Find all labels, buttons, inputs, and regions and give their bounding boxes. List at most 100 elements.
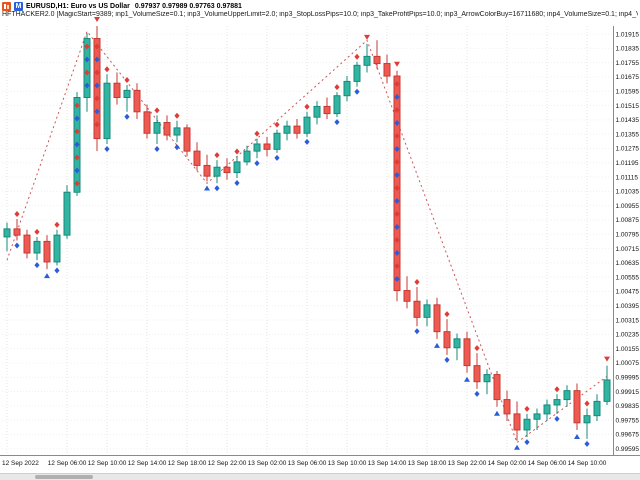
metatrader-m-icon[interactable]: M bbox=[14, 1, 23, 11]
candle-body bbox=[333, 95, 341, 115]
volume-ladder-diamond-icon bbox=[94, 56, 100, 63]
candle-body bbox=[263, 143, 271, 150]
candle-body bbox=[153, 122, 161, 134]
candle-body bbox=[543, 404, 551, 415]
time-axis-label: 14 Sep 02:00 bbox=[488, 460, 527, 467]
price-axis-label: 1.00795 bbox=[616, 232, 640, 239]
candle-body bbox=[303, 116, 311, 134]
time-axis-label: 13 Sep 22:00 bbox=[448, 460, 487, 467]
price-axis-label: 1.01195 bbox=[616, 160, 639, 167]
candle-body bbox=[563, 390, 571, 401]
buy-diamond-icon bbox=[414, 328, 420, 335]
sell-diamond-icon bbox=[104, 66, 110, 73]
time-axis-label: 13 Sep 10:00 bbox=[328, 460, 367, 467]
buy-arrow-icon bbox=[494, 410, 500, 416]
volume-ladder-diamond-icon bbox=[74, 167, 80, 174]
buy-diamond-icon bbox=[474, 390, 480, 397]
candle-body bbox=[503, 399, 511, 415]
price-axis[interactable]: 1.01915 1.01835 1.01755 1.01675 1.01595 1.015… bbox=[616, 31, 640, 453]
volume-ladder-diamond-icon bbox=[394, 198, 400, 205]
price-axis-label: 1.01275 bbox=[616, 146, 640, 153]
price-axis-label: 1.01675 bbox=[616, 74, 640, 81]
candle-body bbox=[393, 75, 401, 292]
volume-ladder-diamond-icon bbox=[94, 108, 100, 115]
buy-diamond-icon bbox=[304, 138, 310, 145]
price-axis-label: 0.99915 bbox=[616, 389, 640, 396]
time-axis-label: 13 Sep 18:00 bbox=[408, 460, 447, 467]
time-axis[interactable]: 12 Sep 2022 12 Sep 06:00 12 Sep 10:00 12 Se… bbox=[2, 460, 607, 467]
price-axis-label: 1.01435 bbox=[616, 117, 640, 124]
candle-body bbox=[203, 164, 211, 177]
volume-ladder-diamond-icon bbox=[394, 185, 400, 192]
price-axis-label: 1.01835 bbox=[616, 46, 640, 53]
volume-ladder-diamond-icon bbox=[94, 69, 100, 76]
candle-body bbox=[553, 399, 561, 406]
sell-diamond-icon bbox=[34, 228, 40, 235]
price-axis-label: 1.00235 bbox=[616, 332, 640, 339]
candle-body bbox=[83, 38, 91, 98]
candle-body bbox=[193, 150, 201, 166]
price-axis-label: 1.00075 bbox=[616, 360, 640, 367]
time-axis-label: 14 Sep 06:00 bbox=[528, 460, 567, 467]
sell-diamond-icon bbox=[234, 148, 240, 155]
buy-arrow-icon bbox=[204, 185, 210, 191]
volume-ladder-diamond-icon bbox=[74, 154, 80, 161]
sell-diamond-icon bbox=[304, 103, 310, 110]
candle-body bbox=[353, 64, 361, 82]
candle-body bbox=[363, 55, 371, 66]
price-axis-label: 1.00875 bbox=[616, 217, 640, 224]
scrollbar-thumb[interactable] bbox=[35, 475, 93, 479]
candle-body bbox=[223, 166, 231, 174]
price-axis-label: 1.00475 bbox=[616, 289, 640, 296]
buy-diamond-icon bbox=[334, 119, 340, 126]
candle-body bbox=[293, 125, 301, 134]
volume-ladder-diamond-icon bbox=[394, 81, 400, 88]
candle-body bbox=[493, 374, 501, 401]
buy-diamond-icon bbox=[354, 88, 360, 95]
sell-diamond-icon bbox=[584, 400, 590, 407]
price-axis-label: 1.01755 bbox=[616, 60, 640, 67]
candle-body bbox=[33, 240, 41, 254]
candlestick-chart-icon[interactable] bbox=[2, 1, 11, 11]
sell-arrow-icon bbox=[394, 61, 400, 67]
volume-ladder-diamond-icon bbox=[394, 224, 400, 231]
buy-diamond-icon bbox=[124, 113, 130, 120]
horizontal-scrollbar[interactable] bbox=[0, 473, 640, 480]
volume-ladder-diamond-icon bbox=[74, 180, 80, 187]
time-axis-label: 12 Sep 18:00 bbox=[168, 460, 207, 467]
price-axis-label: 1.00395 bbox=[616, 303, 640, 310]
volume-ladder-diamond-icon bbox=[84, 69, 90, 76]
volume-ladder-diamond-icon bbox=[94, 43, 100, 50]
time-axis-label: 13 Sep 14:00 bbox=[368, 460, 407, 467]
volume-ladder-diamond-icon bbox=[94, 95, 100, 102]
chart-grid bbox=[2, 26, 612, 455]
candle-body bbox=[343, 80, 351, 97]
sell-diamond-icon bbox=[154, 107, 160, 114]
candle-body bbox=[383, 63, 391, 77]
candle-body bbox=[433, 304, 441, 333]
sell-diamond-icon bbox=[334, 84, 340, 91]
sell-arrow-icon bbox=[604, 356, 610, 362]
sell-diamond-icon bbox=[54, 221, 60, 228]
price-axis-label: 1.01115 bbox=[616, 174, 639, 181]
candle-body bbox=[573, 390, 581, 424]
candle-body bbox=[283, 125, 291, 134]
candle-body bbox=[513, 413, 521, 431]
buy-diamond-icon bbox=[104, 145, 110, 152]
volume-ladder-diamond-icon bbox=[394, 172, 400, 179]
buy-arrow-icon bbox=[44, 273, 50, 279]
candle-body bbox=[273, 132, 281, 150]
time-axis-label: 13 Sep 02:00 bbox=[248, 460, 287, 467]
volume-ladder-diamond-icon bbox=[94, 121, 100, 128]
symbol-title: EURUSD,H1: Euro vs US Dollar bbox=[26, 2, 130, 10]
sell-diamond-icon bbox=[524, 405, 530, 412]
sell-diamond-icon bbox=[554, 386, 560, 393]
candle-body bbox=[13, 228, 21, 236]
candle-body bbox=[133, 89, 141, 113]
sell-diamond-icon bbox=[414, 278, 420, 285]
candle-body bbox=[403, 290, 411, 302]
candle-body bbox=[123, 89, 131, 98]
buy-diamond-icon bbox=[444, 356, 450, 363]
